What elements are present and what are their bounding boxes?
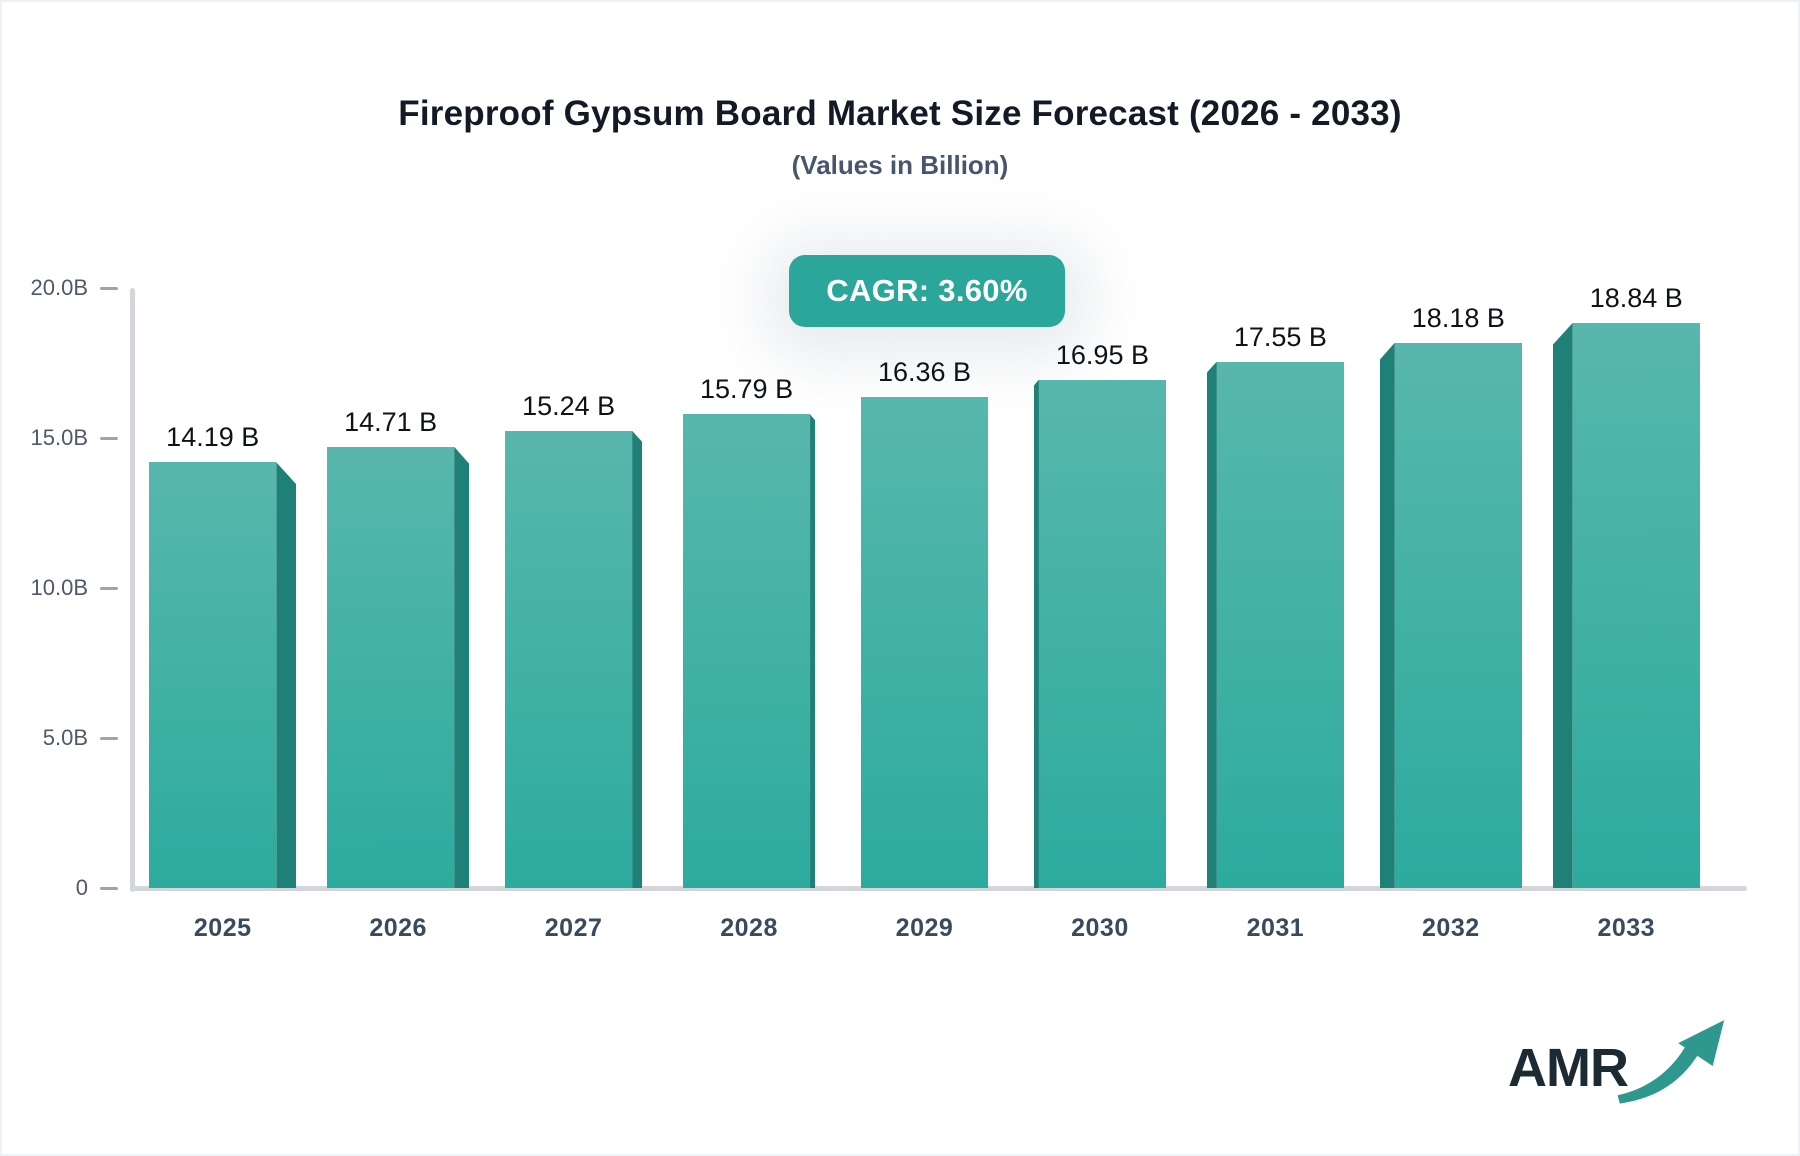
bar-value-label: 16.36 B (877, 357, 972, 388)
bar-face (149, 462, 277, 888)
bar-value-label: 17.55 B (1233, 321, 1327, 352)
x-axis-baseline (130, 886, 1747, 891)
bar-face (1572, 322, 1700, 888)
amr-logo: AMR (1508, 1020, 1734, 1112)
bar-side-shadow (1379, 342, 1395, 888)
x-axis-label-2027: 2027 (544, 914, 603, 942)
bar-2031 (1206, 361, 1344, 888)
bar-side-shadow (1552, 322, 1573, 888)
chart-title: Fireproof Gypsum Board Market Size Forec… (398, 94, 1402, 133)
x-axis-label-2032: 2032 (1422, 914, 1480, 942)
growth-arrow-icon (1617, 1020, 1725, 1104)
chart-subtitle: (Values in Billion) (791, 150, 1009, 180)
bar-2025 (149, 462, 297, 888)
bar-face (1216, 361, 1344, 888)
bar-side-shadow (1206, 361, 1217, 888)
bar-side-shadow (276, 462, 297, 888)
bar-side-shadow (454, 446, 470, 888)
bar-value-label: 14.19 B (166, 422, 260, 453)
bar-side-shadow (810, 414, 816, 888)
cagr-badge: CAGR: 3.60% (789, 255, 1065, 327)
x-axis-label-2025: 2025 (193, 914, 252, 942)
bar-2027 (505, 430, 643, 888)
y-tick-label: 5.0B (42, 725, 88, 750)
bar-value-label: 15.24 B (522, 390, 616, 421)
bar-face (861, 397, 988, 888)
x-axis-label-2028: 2028 (720, 914, 778, 942)
bar-2033 (1552, 322, 1700, 888)
bar-face (1394, 342, 1522, 888)
bar-face (505, 430, 633, 888)
bar-value-label: 14.71 B (344, 406, 438, 437)
bar-side-shadow (1033, 379, 1039, 888)
bar-face (1038, 379, 1166, 888)
bar-2029 (861, 397, 988, 888)
bar-2026 (327, 446, 470, 888)
bar-2028 (683, 414, 816, 888)
y-tick-label: 10.0B (30, 575, 89, 600)
bar-2032 (1379, 342, 1522, 888)
y-tick-dash (100, 437, 118, 440)
bar-face (327, 446, 455, 888)
y-tick-dash (100, 737, 118, 740)
y-tick-dash (100, 587, 118, 590)
bar-face (683, 414, 811, 888)
x-axis-label-2030: 2030 (1071, 914, 1129, 942)
y-tick-label: 0 (75, 875, 88, 900)
bar-value-label: 18.84 B (1589, 282, 1683, 313)
x-axis-label-2029: 2029 (895, 914, 954, 942)
y-tick-dash (100, 287, 118, 290)
cagr-badge-label: CAGR: 3.60% (826, 273, 1028, 308)
bar-value-label: 15.79 B (700, 374, 794, 405)
bar-value-label: 16.95 B (1055, 339, 1149, 370)
y-axis-line (130, 288, 135, 892)
y-tick-dash (100, 887, 118, 890)
bar-value-label: 18.18 B (1411, 302, 1505, 333)
x-axis-label-2031: 2031 (1246, 914, 1305, 942)
bar-side-shadow (632, 430, 643, 888)
x-axis-label-2033: 2033 (1597, 914, 1656, 942)
y-tick-label: 20.0B (30, 275, 89, 300)
amr-logo-text: AMR (1508, 1038, 1629, 1098)
x-axis-label-2026: 2026 (369, 914, 427, 942)
y-tick-label: 15.0B (30, 425, 89, 450)
bar-2030 (1033, 379, 1166, 888)
